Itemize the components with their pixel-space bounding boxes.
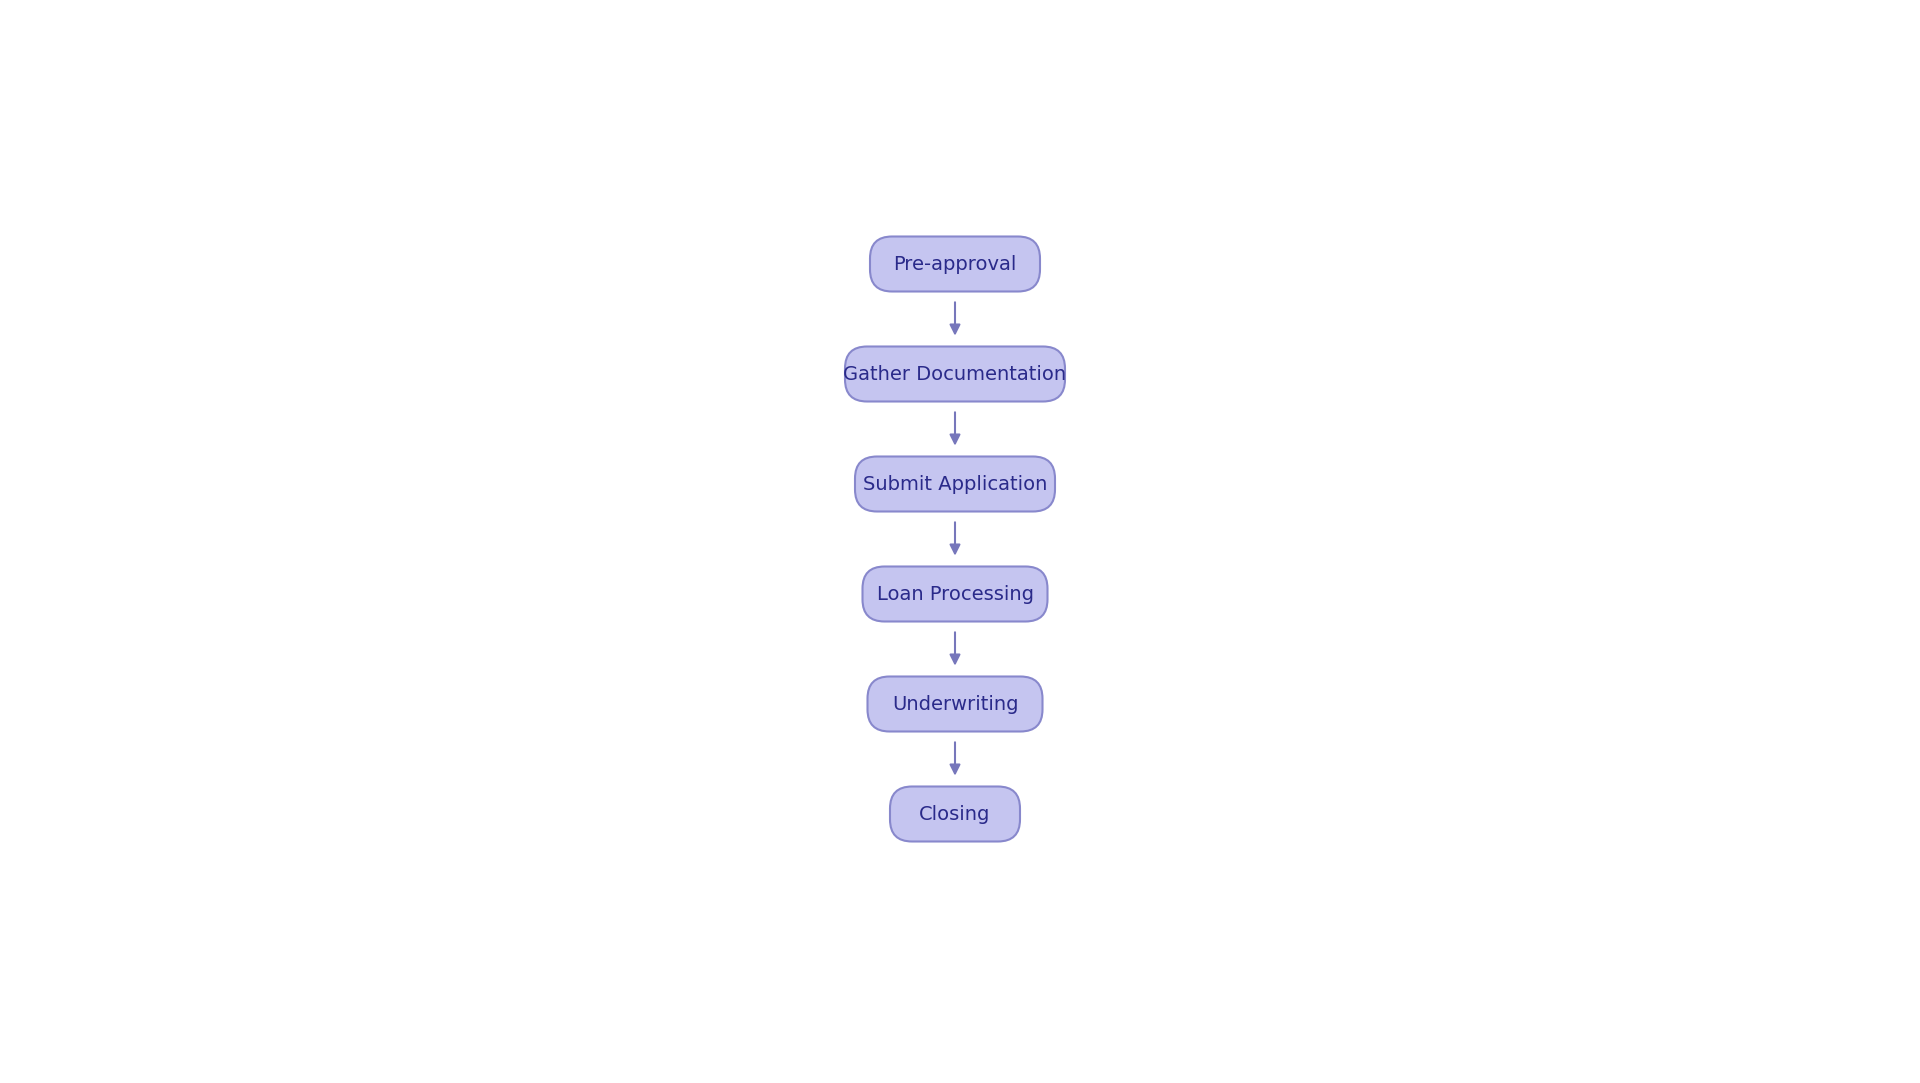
FancyBboxPatch shape <box>868 677 1043 731</box>
FancyBboxPatch shape <box>854 457 1054 511</box>
Text: Closing: Closing <box>920 805 991 823</box>
Text: Underwriting: Underwriting <box>891 694 1018 714</box>
Text: Loan Processing: Loan Processing <box>877 585 1033 603</box>
Text: Gather Documentation: Gather Documentation <box>843 365 1068 383</box>
FancyBboxPatch shape <box>870 236 1041 291</box>
Text: Pre-approval: Pre-approval <box>893 255 1018 274</box>
FancyBboxPatch shape <box>845 347 1066 402</box>
FancyBboxPatch shape <box>862 566 1048 622</box>
FancyBboxPatch shape <box>891 786 1020 841</box>
Text: Submit Application: Submit Application <box>862 474 1046 494</box>
